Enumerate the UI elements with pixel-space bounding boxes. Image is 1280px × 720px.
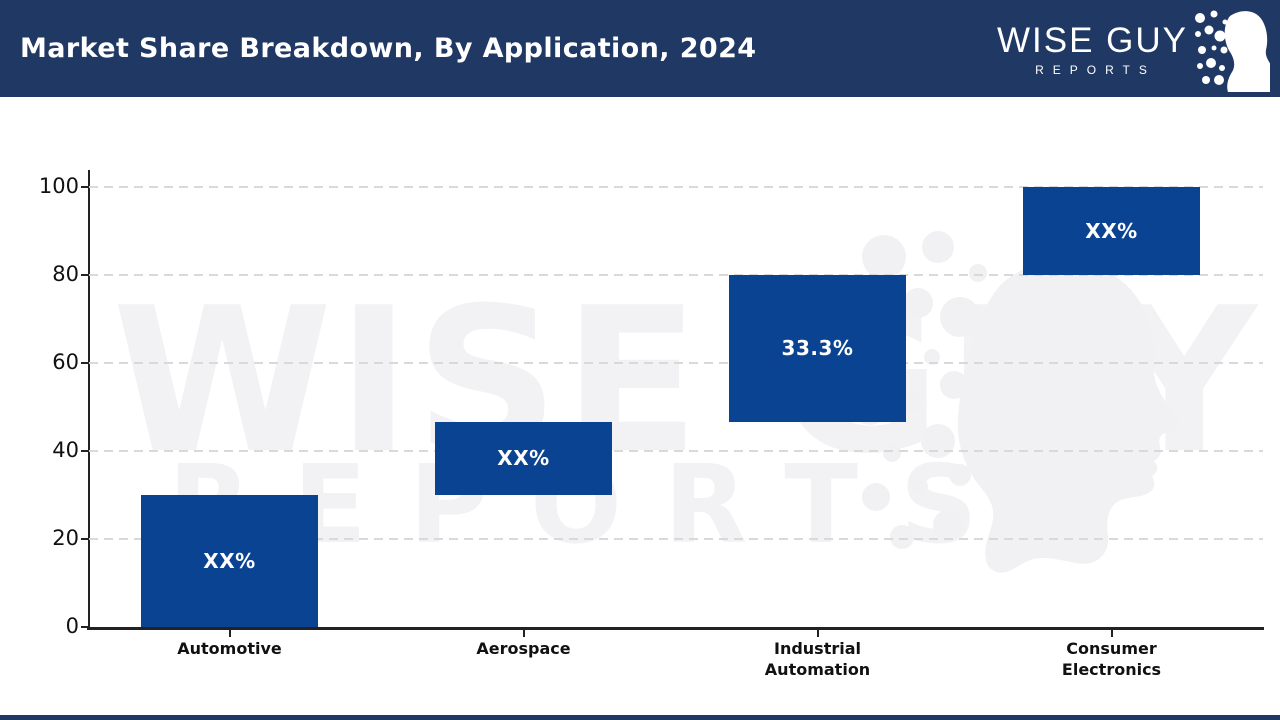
logo-subtitle: REPORTS [1035, 62, 1156, 77]
category-label: Consumer Electronics [1061, 639, 1162, 679]
x-axis-line [87, 627, 1264, 630]
gridline [89, 538, 1263, 540]
category-label: Aerospace [476, 639, 571, 658]
bar-value-label: 33.3% [781, 336, 854, 361]
x-tick-mark [522, 630, 525, 637]
header-bar: Market Share Breakdown, By Application, … [0, 0, 1280, 97]
bar-segment: XX% [435, 421, 612, 495]
y-tick-label: 100 [38, 174, 79, 198]
gridline [89, 274, 1263, 276]
bar-value-label: XX% [497, 446, 550, 471]
y-tick-label: 0 [65, 614, 79, 638]
category-label: Automotive [177, 639, 282, 658]
y-tick-label: 80 [52, 262, 79, 286]
y-tick-mark [81, 626, 89, 628]
bar-value-label: XX% [203, 549, 256, 573]
wiseguy-logo: WISE GUY REPORTS [997, 6, 1280, 92]
category-label: Industrial Automation [764, 639, 871, 679]
x-tick-mark [816, 630, 819, 637]
bar-segment: XX% [1023, 187, 1200, 275]
watermark-head-graphic [856, 231, 1180, 573]
x-tick-mark [1110, 630, 1113, 637]
x-tick-mark [228, 630, 231, 637]
y-tick-mark [81, 538, 89, 540]
gridline [89, 362, 1263, 364]
y-tick-label: 60 [52, 350, 79, 374]
wiseguy-logo-text: WISE GUY REPORTS [997, 21, 1188, 77]
logo-wordmark: WISE GUY [996, 20, 1188, 60]
gridline [89, 450, 1263, 452]
gridline [89, 186, 1263, 188]
y-tick-mark [81, 450, 89, 452]
y-tick-mark [81, 186, 89, 188]
y-tick-mark [81, 362, 89, 364]
bar-value-label: XX% [1085, 219, 1138, 243]
footer-strip [0, 715, 1280, 720]
y-tick-label: 40 [52, 438, 79, 462]
y-tick-mark [81, 274, 89, 276]
page-title: Market Share Breakdown, By Application, … [20, 33, 757, 64]
y-axis-line [88, 170, 90, 629]
y-tick-label: 20 [52, 526, 79, 550]
bar-segment: XX% [141, 495, 318, 627]
wiseguy-face-icon [1195, 10, 1270, 92]
bar-segment: 33.3% [729, 275, 906, 422]
